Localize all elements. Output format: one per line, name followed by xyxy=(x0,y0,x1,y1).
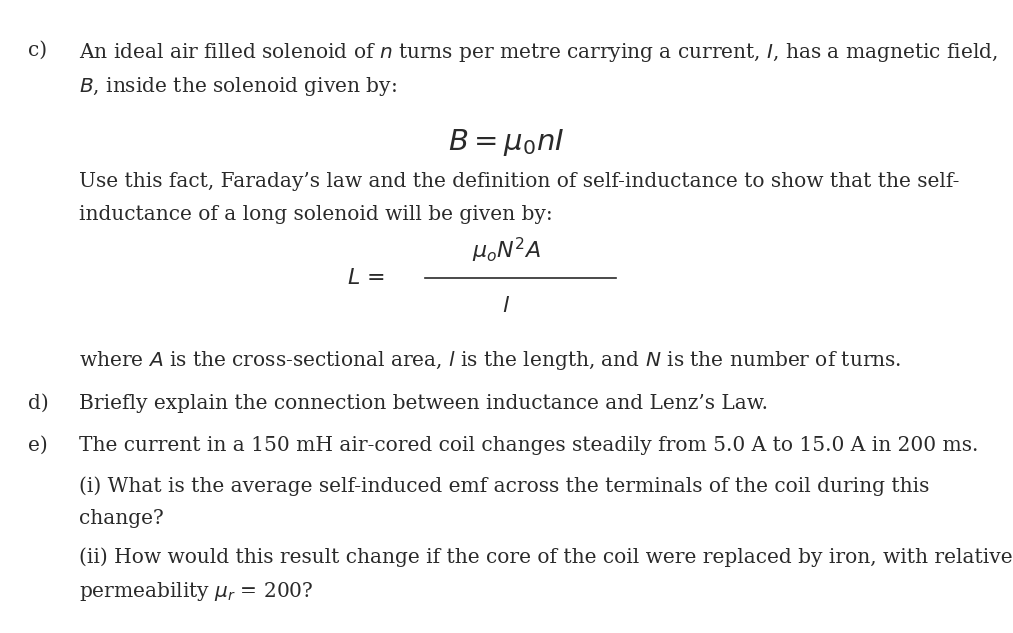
Text: where $A$ is the cross-sectional area, $l$ is the length, and $N$ is the number : where $A$ is the cross-sectional area, $… xyxy=(79,349,902,372)
Text: $\mu_o N^2 A$: $\mu_o N^2 A$ xyxy=(472,235,541,265)
Text: $l$: $l$ xyxy=(502,295,511,316)
Text: inductance of a long solenoid will be given by:: inductance of a long solenoid will be gi… xyxy=(79,205,553,224)
Text: permeability $\mu_r$ = 200?: permeability $\mu_r$ = 200? xyxy=(79,580,313,603)
Text: An ideal air filled solenoid of $n$ turns per metre carrying a current, $I$, has: An ideal air filled solenoid of $n$ turn… xyxy=(79,41,998,64)
Text: (ii) How would this result change if the core of the coil were replaced by iron,: (ii) How would this result change if the… xyxy=(79,548,1013,567)
Text: c): c) xyxy=(28,41,48,60)
Text: (i) What is the average self-induced emf across the terminals of the coil during: (i) What is the average self-induced emf… xyxy=(79,476,929,496)
Text: change?: change? xyxy=(79,509,164,528)
Text: Use this fact, Faraday’s law and the definition of self-inductance to show that : Use this fact, Faraday’s law and the def… xyxy=(79,172,959,191)
Text: $\mathit{B} = \mu_0 n\mathit{I}$: $\mathit{B} = \mu_0 n\mathit{I}$ xyxy=(449,127,564,158)
Text: Briefly explain the connection between inductance and Lenz’s Law.: Briefly explain the connection between i… xyxy=(79,394,768,413)
Text: $\mathit{L}$ =: $\mathit{L}$ = xyxy=(347,267,385,289)
Text: The current in a 150 mH air-cored coil changes steadily from 5.0 A to 15.0 A in : The current in a 150 mH air-cored coil c… xyxy=(79,436,979,454)
Text: $B$, inside the solenoid given by:: $B$, inside the solenoid given by: xyxy=(79,75,397,97)
Text: d): d) xyxy=(28,394,49,413)
Text: e): e) xyxy=(28,436,48,454)
